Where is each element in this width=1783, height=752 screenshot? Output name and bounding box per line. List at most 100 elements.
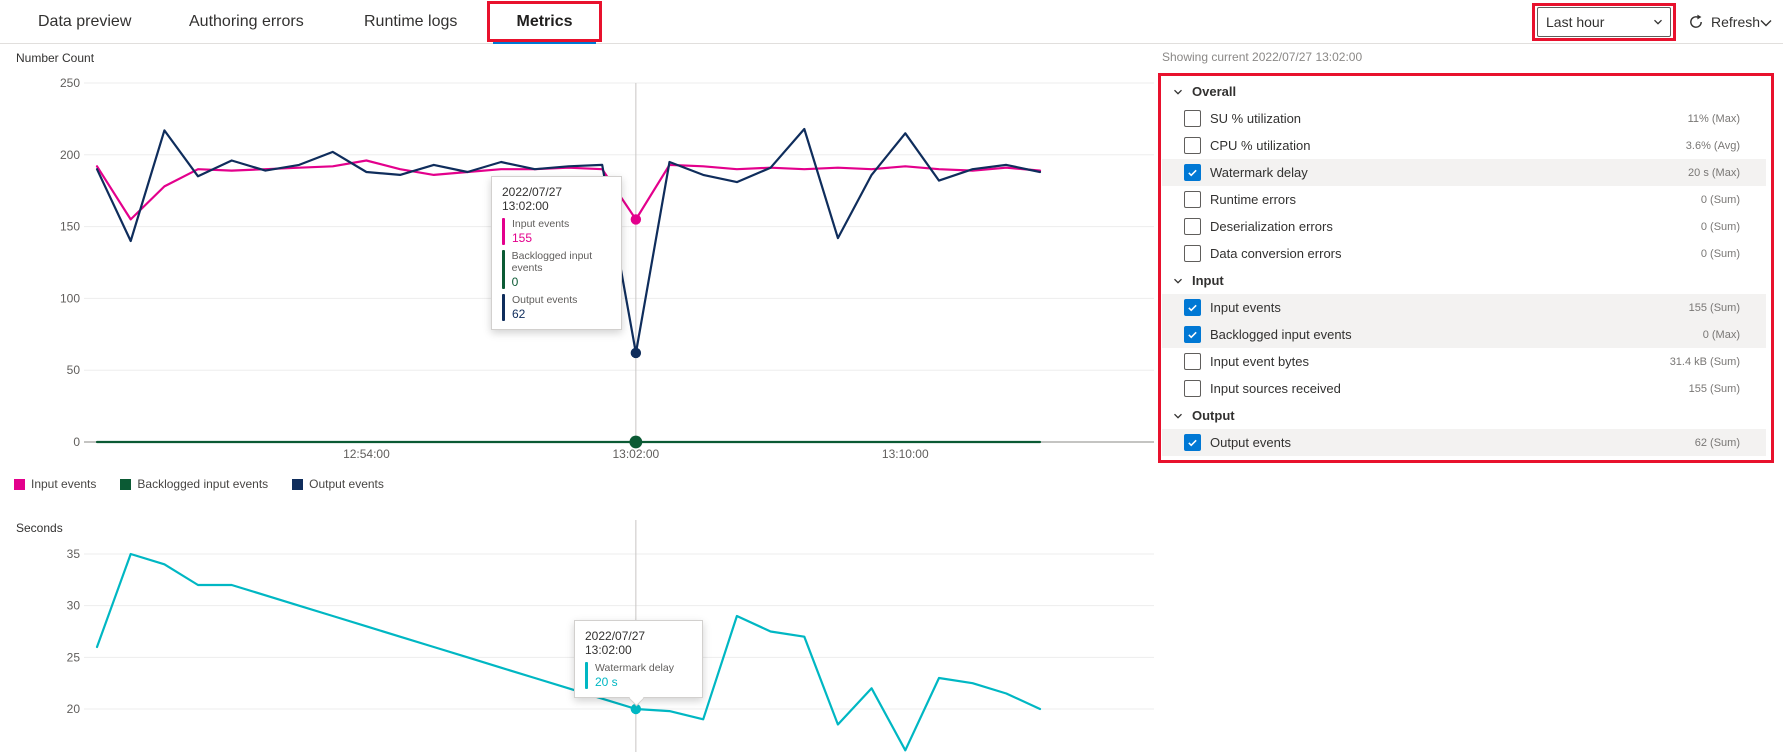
- tooltip-series-label: Input events: [512, 218, 570, 230]
- chart-tooltip: 2022/07/27 13:02:00 Watermark delay 20 s: [574, 620, 703, 706]
- svg-text:Number Count: Number Count: [16, 51, 95, 65]
- metric-row-data-conversion-errors[interactable]: Data conversion errors 0 (Sum): [1162, 240, 1766, 267]
- metric-label: Data conversion errors: [1210, 246, 1342, 261]
- metric-value: 0 (Sum): [1700, 247, 1740, 260]
- chevron-down-icon: [1172, 86, 1184, 98]
- svg-text:100: 100: [60, 291, 80, 305]
- metric-label: Watermark delay: [1210, 165, 1308, 180]
- metric-label: Input event bytes: [1210, 354, 1310, 369]
- tooltip-series-value: 20 s: [595, 675, 618, 689]
- svg-text:150: 150: [60, 220, 80, 234]
- section-header-input[interactable]: Input: [1162, 267, 1766, 294]
- tab-runtime-logs[interactable]: Runtime logs: [364, 13, 458, 30]
- checkbox-checked-icon[interactable]: [1184, 299, 1201, 316]
- legend-swatch: [120, 478, 132, 490]
- refresh-icon: [1688, 14, 1704, 30]
- tooltip-row: Watermark delay 20 s: [585, 662, 692, 689]
- legend-item: Input events: [14, 477, 96, 491]
- metric-row-watermark-delay[interactable]: Watermark delay 20 s (Max): [1162, 159, 1766, 186]
- section-label: Input: [1192, 273, 1224, 288]
- chart-tooltip: 2022/07/27 13:02:00 Input events 155 Backlo…: [491, 176, 622, 330]
- refresh-button[interactable]: Refresh: [1688, 0, 1760, 44]
- legend-swatch: [14, 478, 25, 490]
- showing-current-label: Showing current 2022/07/27 13:02:00: [1162, 50, 1363, 64]
- svg-text:25: 25: [67, 650, 81, 664]
- metric-row-runtime-errors[interactable]: Runtime errors 0 (Sum): [1162, 186, 1766, 213]
- metric-row-input-sources-received[interactable]: Input sources received 155 (Sum): [1162, 375, 1766, 402]
- tab-data-preview[interactable]: Data preview: [38, 13, 132, 30]
- section-header-output[interactable]: Output: [1162, 402, 1766, 429]
- metric-row-output-events[interactable]: Output events 62 (Sum): [1162, 429, 1766, 456]
- tab-bar: Data preview Authoring errors Runtime lo…: [0, 0, 1783, 44]
- tooltip-series-value: 62: [512, 307, 526, 321]
- legend-label: Output events: [309, 477, 384, 491]
- metric-value: 20 s (Max): [1688, 166, 1740, 179]
- svg-text:30: 30: [67, 599, 81, 613]
- chart-legend: Input events Backlogged input events Outpu…: [14, 477, 384, 491]
- tooltip-series-value: 155: [512, 231, 533, 245]
- checkbox-icon[interactable]: [1184, 245, 1201, 262]
- checkbox-icon[interactable]: [1184, 191, 1201, 208]
- svg-text:35: 35: [67, 547, 81, 561]
- tooltip-series-label: Backlogged input events: [511, 250, 593, 274]
- metric-row-backlogged-input-events[interactable]: Backlogged input events 0 (Max): [1162, 321, 1766, 348]
- series-color-bar: [502, 250, 505, 289]
- svg-text:250: 250: [60, 76, 80, 90]
- chevron-down-icon: [1172, 410, 1184, 422]
- metric-value: 31.4 kB (Sum): [1669, 355, 1740, 368]
- checkbox-checked-icon[interactable]: [1184, 326, 1201, 343]
- metric-label: SU % utilization: [1210, 111, 1302, 126]
- metrics-panel: Overall SU % utilization 11% (Max) CPU % ut…: [1162, 78, 1766, 456]
- metric-value: 11% (Max): [1687, 112, 1740, 125]
- series-color-bar: [585, 662, 588, 689]
- tooltip-timestamp: 2022/07/27 13:02:00: [585, 629, 646, 657]
- svg-text:20: 20: [67, 702, 81, 716]
- metric-row-input-event-bytes[interactable]: Input event bytes 31.4 kB (Sum): [1162, 348, 1766, 375]
- svg-text:13:02:00: 13:02:00: [612, 447, 659, 461]
- svg-text:50: 50: [67, 363, 81, 377]
- seconds-chart: 20 25 30 35 Seconds: [16, 520, 1154, 752]
- tab-authoring-errors[interactable]: Authoring errors: [189, 13, 304, 30]
- metric-row-input-events[interactable]: Input events 155 (Sum): [1162, 294, 1766, 321]
- time-range-select[interactable]: Last hour: [1537, 7, 1671, 37]
- chevron-down-icon: [1172, 275, 1184, 287]
- metric-label: Input events: [1210, 300, 1281, 315]
- tab-metrics[interactable]: Metrics: [493, 0, 596, 44]
- legend-label: Input events: [31, 477, 97, 491]
- checkbox-icon[interactable]: [1184, 218, 1201, 235]
- section-header-overall[interactable]: Overall: [1162, 78, 1766, 105]
- metric-row-deserialization-errors[interactable]: Deserialization errors 0 (Sum): [1162, 213, 1766, 240]
- metric-value: 0 (Max): [1702, 328, 1740, 341]
- checkbox-icon[interactable]: [1184, 380, 1201, 397]
- collapse-chevron-icon[interactable]: [1758, 15, 1774, 31]
- checkbox-checked-icon[interactable]: [1184, 434, 1201, 451]
- svg-text:12:54:00: 12:54:00: [343, 447, 390, 461]
- refresh-label: Refresh: [1711, 14, 1761, 30]
- tooltip-row: Input events 155: [502, 218, 611, 245]
- metric-value: 62 (Sum): [1694, 436, 1740, 449]
- metric-label: CPU % utilization: [1210, 138, 1311, 153]
- tooltip-series-value: 0: [511, 275, 519, 289]
- metric-value: 3.6% (Avg): [1685, 139, 1740, 152]
- svg-text:Seconds: Seconds: [16, 521, 63, 535]
- metric-row-cpu-utilization[interactable]: CPU % utilization 3.6% (Avg): [1162, 132, 1766, 159]
- checkbox-icon[interactable]: [1184, 353, 1201, 370]
- legend-item: Output events: [292, 477, 384, 491]
- metric-row-su-utilization[interactable]: SU % utilization 11% (Max): [1162, 105, 1766, 132]
- checkbox-icon[interactable]: [1184, 110, 1201, 127]
- series-color-bar: [502, 294, 505, 321]
- tooltip-series-label: Output events: [512, 294, 578, 306]
- checkbox-icon[interactable]: [1184, 137, 1201, 154]
- section-label: Output: [1192, 408, 1235, 423]
- section-label: Overall: [1192, 84, 1237, 99]
- legend-label: Backlogged input events: [137, 477, 269, 491]
- metric-value: 155 (Sum): [1688, 382, 1740, 395]
- time-range-select-wrap: Last hour: [1537, 7, 1671, 37]
- metric-value: 0 (Sum): [1700, 193, 1740, 206]
- tooltip-row: Backlogged input events 0: [502, 250, 611, 289]
- checkbox-checked-icon[interactable]: [1184, 164, 1201, 181]
- metric-label: Input sources received: [1210, 381, 1341, 396]
- tooltip-timestamp: 2022/07/27 13:02:00: [502, 185, 563, 213]
- svg-text:13:10:00: 13:10:00: [882, 447, 929, 461]
